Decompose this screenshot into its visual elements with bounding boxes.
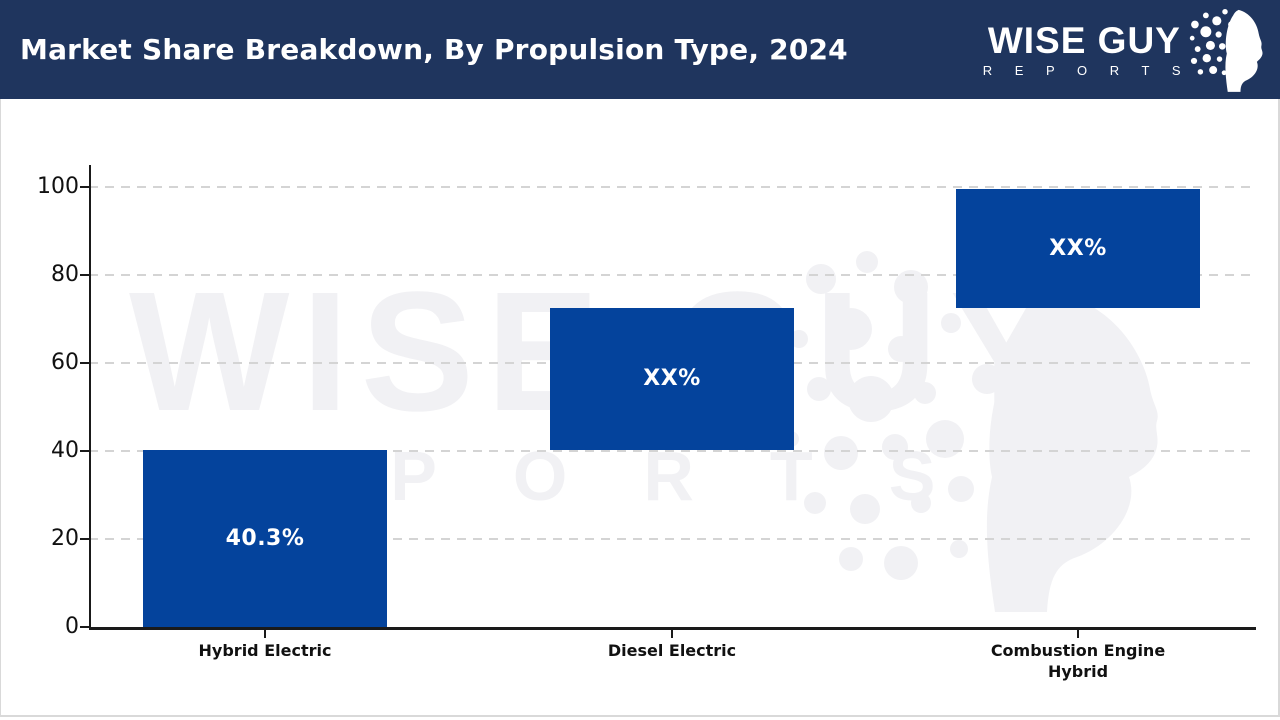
x-tick-diesel-electric xyxy=(671,630,673,638)
logo-subtitle: R E P O R T S xyxy=(982,62,1190,78)
y-tick-label-100: 100 xyxy=(37,174,79,199)
y-tick-80 xyxy=(80,274,89,276)
bar-value-label: XX% xyxy=(1049,235,1107,261)
bar-value-label: 40.3% xyxy=(225,525,305,551)
bar-value-label: XX% xyxy=(643,366,701,392)
x-category-label-diesel-electric: Diesel Electric xyxy=(607,641,737,660)
y-tick-label-0: 0 xyxy=(65,614,79,639)
chart-canvas: WISE GUY REPORTS xyxy=(0,99,1280,717)
x-tick-combustion-engine-hybrid xyxy=(1077,630,1079,638)
gridline-100 xyxy=(89,186,1256,188)
x-category-label-combustion-engine-hybrid: Combustion Engine Hybrid xyxy=(990,641,1166,681)
gridline-80 xyxy=(89,274,1256,276)
x-tick-hybrid-electric xyxy=(264,630,266,638)
x-category-label-hybrid-electric: Hybrid Electric xyxy=(198,641,332,660)
gridline-20 xyxy=(89,538,1256,540)
chart-title: Market Share Breakdown, By Propulsion Ty… xyxy=(20,33,848,66)
dotted-head-icon xyxy=(1189,8,1263,92)
y-tick-100 xyxy=(80,186,89,188)
bar-combustion-engine-hybrid: XX% xyxy=(956,189,1200,308)
y-tick-label-80: 80 xyxy=(51,262,79,287)
wise-guy-reports-logo: WISE GUY R E P O R T S xyxy=(979,4,1266,96)
y-tick-40 xyxy=(80,450,89,452)
logo-wordmark: WISE GUY xyxy=(987,19,1181,61)
watermark-dotted-head-icon xyxy=(783,237,1163,612)
gridline-40 xyxy=(89,450,1256,452)
bar-hybrid-electric: 40.3% xyxy=(143,449,387,627)
logo-text: WISE GUY R E P O R T S xyxy=(979,22,1190,78)
x-axis-line xyxy=(89,627,1256,630)
bar-diesel-electric: XX% xyxy=(550,307,794,450)
header-bar: Market Share Breakdown, By Propulsion Ty… xyxy=(0,0,1280,99)
y-tick-20 xyxy=(80,538,89,540)
y-tick-label-20: 20 xyxy=(51,526,79,551)
y-axis-line xyxy=(89,165,91,628)
y-tick-0 xyxy=(80,626,89,628)
y-tick-label-60: 60 xyxy=(51,350,79,375)
y-tick-label-40: 40 xyxy=(51,438,79,463)
y-tick-60 xyxy=(80,362,89,364)
